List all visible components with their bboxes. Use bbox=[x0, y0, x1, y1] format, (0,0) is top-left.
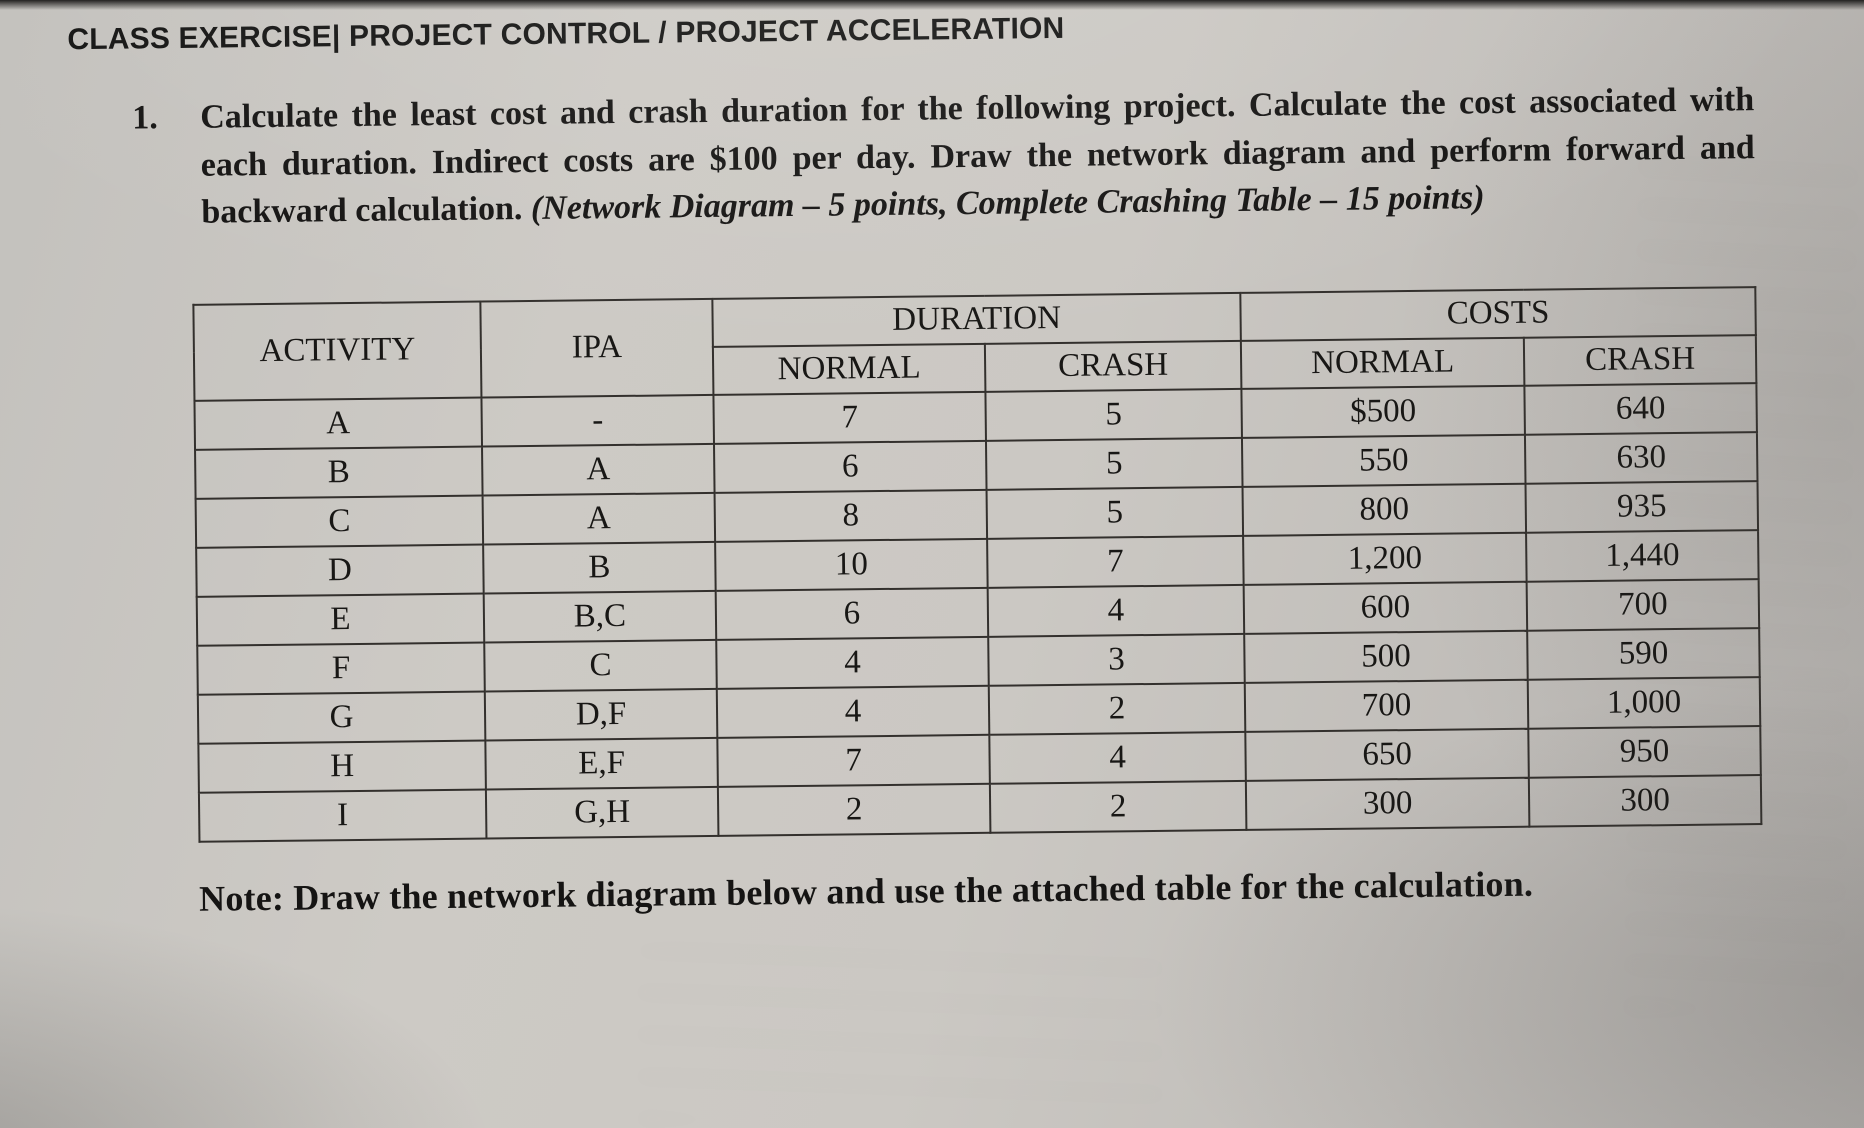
cell-normal-duration: 7 bbox=[717, 734, 990, 787]
cell-activity: F bbox=[197, 642, 485, 695]
cell-normal-cost: 600 bbox=[1243, 581, 1528, 634]
cell-ipa: D,F bbox=[484, 688, 718, 741]
cell-crash-cost: 700 bbox=[1526, 579, 1760, 631]
note-text: Note: Draw the network diagram below and… bbox=[198, 863, 1534, 919]
cell-ipa: B bbox=[483, 541, 716, 594]
cell-activity: E bbox=[196, 593, 485, 646]
page-title: CLASS EXERCISE| PROJECT CONTROL / PROJEC… bbox=[67, 11, 1065, 57]
cell-crash-duration: 3 bbox=[988, 633, 1245, 686]
cell-normal-cost: 800 bbox=[1242, 483, 1527, 536]
cell-normal-cost: $500 bbox=[1241, 385, 1525, 438]
cell-activity: D bbox=[196, 544, 484, 597]
cell-normal-cost: 1,200 bbox=[1243, 532, 1527, 585]
cell-ipa: C bbox=[484, 639, 717, 692]
cell-ipa: A bbox=[482, 443, 715, 496]
cell-ipa: A bbox=[482, 492, 716, 545]
cell-ipa: B,C bbox=[483, 590, 717, 643]
question-points-text: (Network Diagram – 5 points, Complete Cr… bbox=[530, 179, 1485, 228]
cell-activity: I bbox=[198, 789, 487, 842]
cell-crash-cost: 640 bbox=[1524, 383, 1757, 435]
cell-ipa: G,H bbox=[485, 786, 719, 839]
header-ipa: IPA bbox=[480, 298, 714, 398]
cell-activity: H bbox=[198, 740, 486, 793]
cell-normal-duration: 2 bbox=[717, 783, 991, 836]
cell-normal-duration: 10 bbox=[715, 538, 988, 591]
cell-crash-cost: 300 bbox=[1528, 775, 1762, 827]
cell-crash-duration: 4 bbox=[989, 731, 1246, 784]
cell-normal-cost: 700 bbox=[1244, 679, 1529, 732]
cell-normal-cost: 650 bbox=[1245, 728, 1529, 781]
cell-crash-cost: 950 bbox=[1528, 726, 1761, 778]
cell-activity: A bbox=[194, 397, 483, 450]
cell-crash-cost: 1,440 bbox=[1526, 530, 1759, 582]
cell-crash-cost: 590 bbox=[1527, 628, 1760, 680]
question-1: 1. Calculate the least cost and crash du… bbox=[132, 76, 1756, 237]
header-duration: DURATION bbox=[712, 292, 1241, 347]
header-costs-crash: CRASH bbox=[1523, 335, 1757, 386]
cell-normal-cost: 300 bbox=[1245, 777, 1530, 830]
header-duration-crash: CRASH bbox=[984, 340, 1242, 392]
cell-normal-cost: 500 bbox=[1244, 630, 1528, 683]
cell-normal-cost: 550 bbox=[1241, 434, 1526, 487]
question-text: Calculate the least cost and crash durat… bbox=[200, 76, 1756, 236]
cell-activity: B bbox=[195, 446, 483, 499]
cell-crash-cost: 935 bbox=[1525, 481, 1759, 533]
cell-normal-duration: 8 bbox=[714, 489, 988, 542]
cell-normal-duration: 4 bbox=[716, 636, 989, 689]
cell-normal-duration: 7 bbox=[713, 391, 986, 444]
cell-ipa: - bbox=[481, 394, 714, 447]
cell-crash-duration: 5 bbox=[986, 486, 1244, 539]
cell-crash-cost: 1,000 bbox=[1527, 677, 1761, 729]
cell-normal-duration: 6 bbox=[715, 587, 989, 640]
cell-crash-duration: 5 bbox=[985, 437, 1243, 490]
activity-table: ACTIVITY IPA DURATION COSTS NORMAL CRASH… bbox=[192, 286, 1762, 843]
question-number: 1. bbox=[132, 99, 158, 137]
cell-activity: C bbox=[195, 495, 484, 548]
cell-normal-duration: 6 bbox=[713, 440, 987, 493]
cell-normal-duration: 4 bbox=[716, 685, 990, 738]
header-costs: COSTS bbox=[1240, 287, 1756, 341]
cell-crash-duration: 7 bbox=[987, 535, 1244, 588]
activity-table-container: ACTIVITY IPA DURATION COSTS NORMAL CRASH… bbox=[192, 286, 1762, 843]
cell-crash-duration: 2 bbox=[989, 780, 1247, 833]
cell-ipa: E,F bbox=[485, 737, 718, 790]
cell-activity: G bbox=[197, 691, 486, 744]
cell-crash-duration: 2 bbox=[988, 682, 1246, 735]
cell-crash-cost: 630 bbox=[1524, 432, 1758, 484]
header-duration-normal: NORMAL bbox=[712, 343, 986, 395]
cell-crash-duration: 5 bbox=[985, 388, 1242, 441]
header-activity: ACTIVITY bbox=[193, 301, 482, 401]
cell-crash-duration: 4 bbox=[987, 584, 1245, 637]
header-costs-normal: NORMAL bbox=[1240, 337, 1525, 389]
